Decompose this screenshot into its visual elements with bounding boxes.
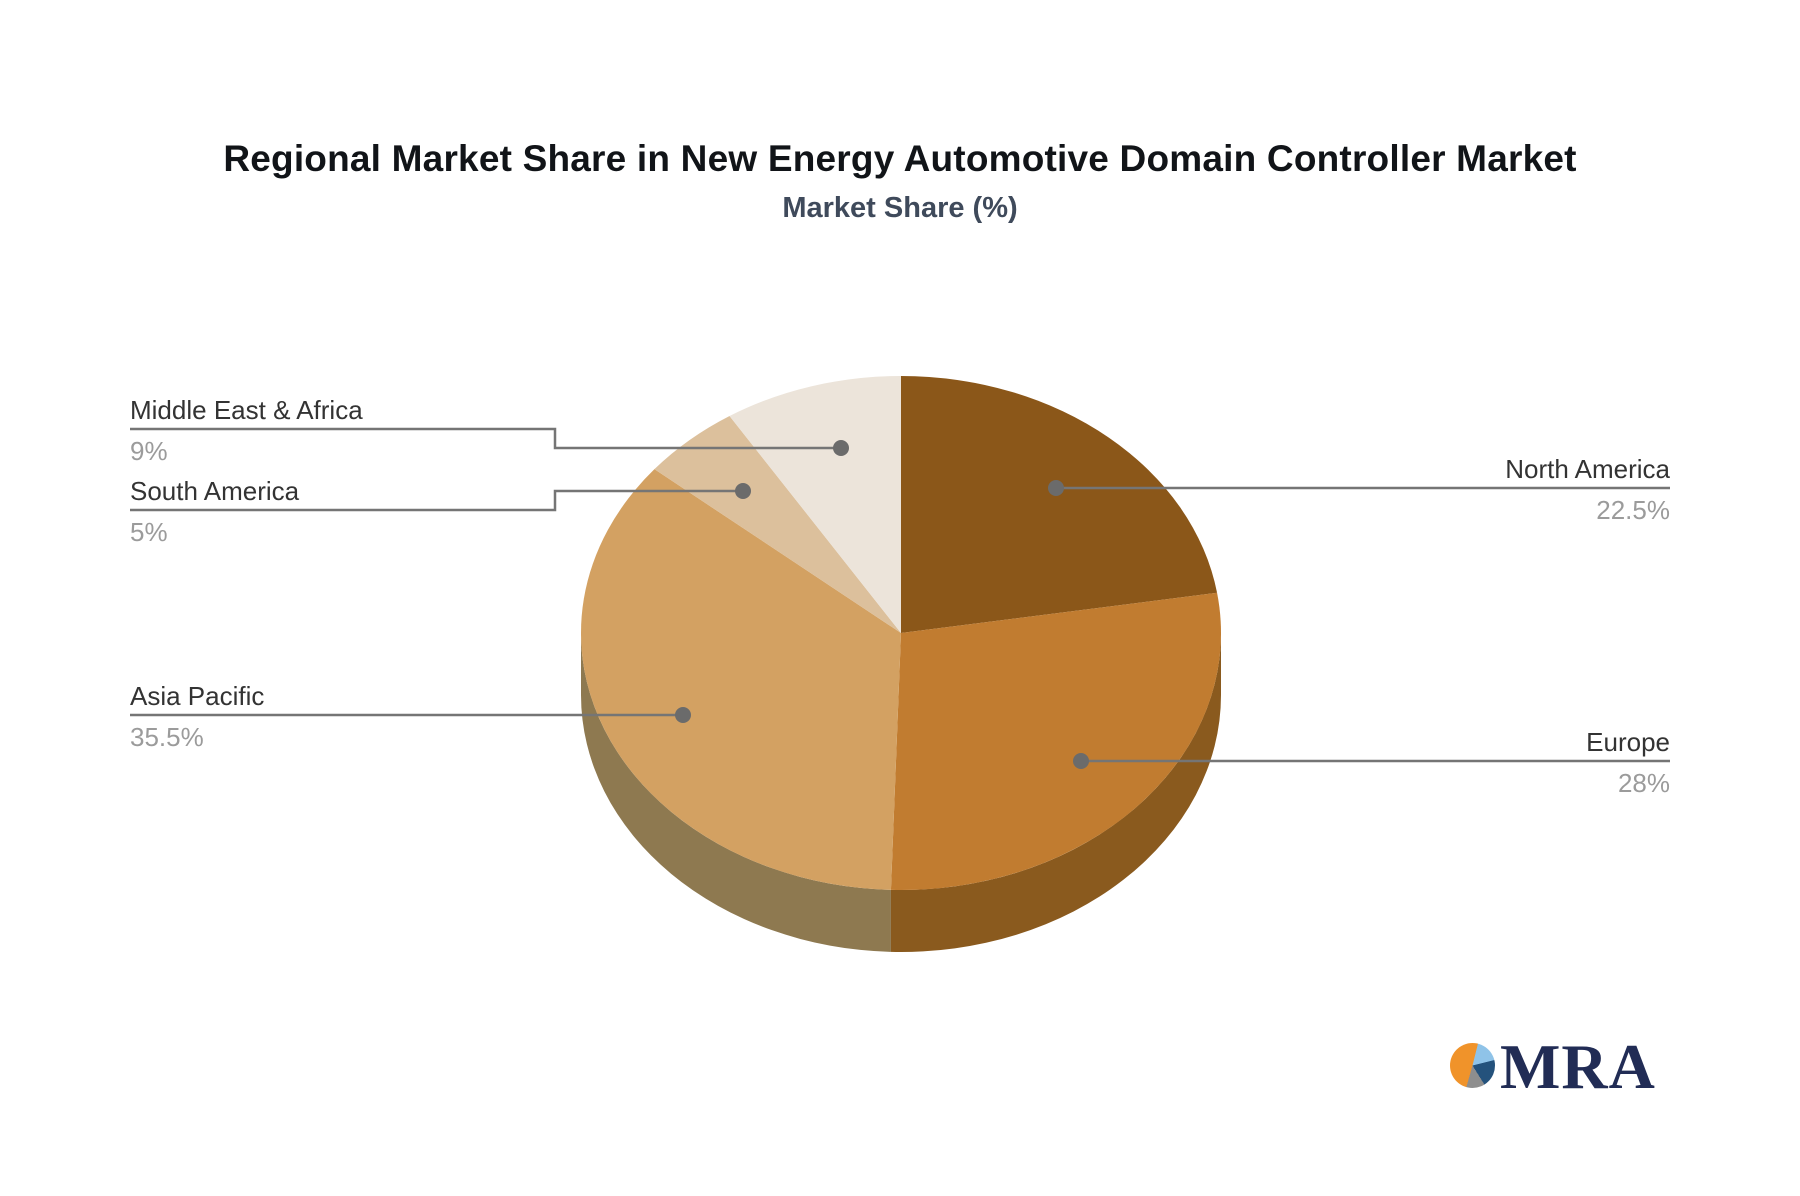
value-middle-east-africa: 9% (130, 436, 168, 466)
value-north-america: 22.5% (1596, 495, 1670, 525)
pie-slice-south-america[interactable] (654, 416, 901, 633)
leader-line-middle-east-africa (130, 427, 841, 450)
leader-dot-north-america (1048, 480, 1064, 496)
chart-title: Regional Market Share in New Energy Auto… (223, 138, 1577, 179)
pie-slice-north-america[interactable] (901, 376, 1218, 633)
label-asia-pacific: Asia Pacific (130, 681, 265, 711)
leader-dot-asia-pacific (675, 707, 691, 723)
pie-slice-middle-east-africa[interactable] (729, 376, 901, 633)
leader-line-south-america (130, 489, 743, 512)
label-north-america: North America (1505, 454, 1670, 484)
chart-subtitle: Market Share (%) (782, 192, 1018, 224)
leader-dot-south-america (735, 483, 751, 499)
value-south-america: 5% (130, 517, 168, 547)
pie-slice-side-asia-pacific (581, 633, 891, 952)
mra-logo: MRA (1448, 1031, 1708, 1106)
value-asia-pacific: 35.5% (130, 722, 204, 752)
leader-dot-europe (1073, 753, 1089, 769)
pie-slice-asia-pacific[interactable] (581, 469, 901, 890)
leader-dot-middle-east-africa (833, 440, 849, 456)
mra-logo-text: MRA (1500, 1031, 1656, 1102)
pie-slice-europe[interactable] (890, 592, 1221, 890)
label-europe: Europe (1586, 727, 1670, 757)
mra-logo-pie-icon (1450, 1043, 1495, 1088)
label-south-america: South America (130, 476, 300, 506)
pie-slice-side-europe (890, 633, 1221, 952)
value-europe: 28% (1617, 768, 1670, 798)
label-middle-east-africa: Middle East & Africa (130, 395, 363, 425)
